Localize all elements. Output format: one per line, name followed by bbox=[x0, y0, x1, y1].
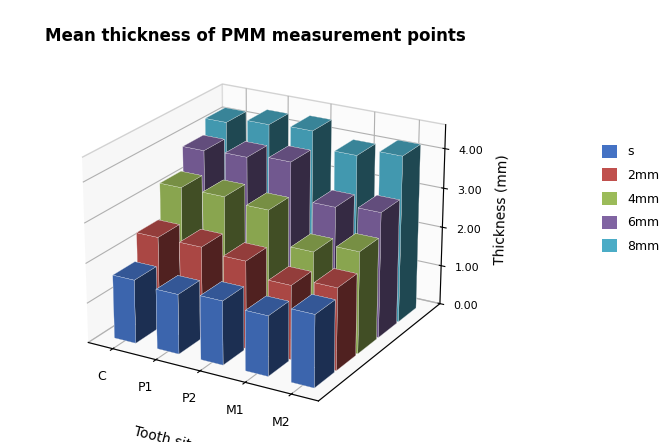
Legend: s, 2mm, 4mm, 6mm, 8mm: s, 2mm, 4mm, 6mm, 8mm bbox=[596, 139, 666, 259]
X-axis label: Tooth site: Tooth site bbox=[132, 424, 201, 442]
Text: Mean thickness of PMM measurement points: Mean thickness of PMM measurement points bbox=[45, 27, 466, 45]
